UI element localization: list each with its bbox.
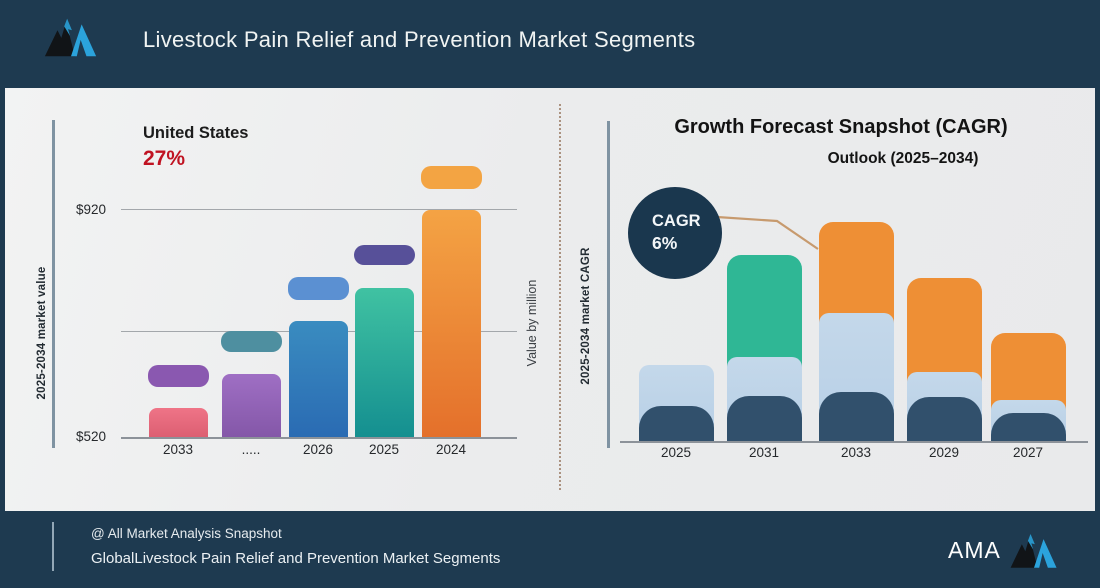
right-xtick-2027: 2027 bbox=[1012, 445, 1044, 460]
left-bar-2024 bbox=[421, 210, 481, 437]
left-bar-cap-2025 bbox=[353, 245, 415, 266]
right-bar-base-2031 bbox=[726, 396, 802, 441]
left-x-axis-line bbox=[121, 437, 517, 439]
footer-brand-text: AMA bbox=[948, 537, 1001, 563]
left-xtick-2033: 2033 bbox=[162, 442, 194, 457]
footer-caption: GlobalLivestock Pain Relief and Preventi… bbox=[91, 550, 501, 567]
ama-logo-icon bbox=[44, 18, 97, 57]
left-ytick-920: $920 bbox=[75, 202, 106, 217]
charts-panel: $920 $520 2025-2034 market value United … bbox=[5, 88, 1095, 511]
right-chart-title: Growth Forecast Snapshot (CAGR) bbox=[674, 116, 1008, 138]
left-chart-title: United States bbox=[143, 124, 249, 142]
cagr-callout-bubble: CAGR 6% bbox=[628, 187, 722, 279]
ama-footer-logo-icon bbox=[1010, 533, 1057, 568]
right-xtick-2025: 2025 bbox=[660, 445, 692, 460]
left-chart-highlight: 27% bbox=[143, 147, 186, 170]
page-title: Livestock Pain Relief and Prevention Mar… bbox=[143, 27, 696, 52]
right-bar-top-2033 bbox=[818, 222, 894, 323]
left-xtick-2024: 2024 bbox=[435, 442, 467, 457]
left-bar-2033 bbox=[148, 408, 208, 437]
left-chart-plot-area: 2033..... 2026 2025 2024 bbox=[5, 88, 565, 511]
left-xtick-2025: 2025 bbox=[368, 442, 400, 457]
right-xtick-2031: 2031 bbox=[748, 445, 780, 460]
right-bar-base-2027 bbox=[990, 412, 1066, 441]
footer-divider-line bbox=[52, 522, 54, 571]
header-bar: Livestock Pain Relief and Prevention Mar… bbox=[0, 0, 1100, 88]
left-bar-2026 bbox=[288, 321, 348, 437]
cagr-callout-value: 6% bbox=[652, 233, 678, 254]
right-xtick-2029: 2029 bbox=[928, 445, 960, 460]
callout-connector-line bbox=[716, 215, 819, 250]
left-gridline-920 bbox=[121, 209, 517, 210]
right-bar-top-2029 bbox=[906, 277, 982, 382]
left-y-axis-line bbox=[52, 120, 55, 448]
right-chart-plot-area: 2025 2031 2033 2029 2027 bbox=[5, 88, 1095, 511]
left-bar-cap-2033 bbox=[147, 364, 209, 388]
left-bar-2025 bbox=[354, 287, 414, 437]
right-bar-base-2033 bbox=[818, 391, 894, 441]
left-ytick-520: $520 bbox=[75, 429, 106, 444]
right-bar-base-2025 bbox=[638, 406, 714, 441]
right-bar-top-2027 bbox=[990, 332, 1066, 410]
left-xtick-.....: ..... bbox=[241, 442, 261, 457]
left-bar-cap-..... bbox=[220, 330, 282, 352]
right-bar-top-2031 bbox=[726, 255, 802, 367]
left-bar-..... bbox=[221, 374, 281, 437]
left-bar-cap-2024 bbox=[420, 166, 482, 189]
right-y-axis-line bbox=[607, 121, 610, 448]
right-chart-subtitle: Outlook (2025–2034) bbox=[827, 150, 979, 167]
right-bar-base-2029 bbox=[906, 396, 982, 441]
cagr-callout-label: CAGR bbox=[652, 211, 701, 230]
right-x-axis-line bbox=[620, 441, 1088, 443]
panel-divider bbox=[559, 104, 561, 490]
left-xtick-2026: 2026 bbox=[302, 442, 334, 457]
left-bar-cap-2026 bbox=[287, 276, 349, 301]
footer-note: @ All Market Analysis Snapshot bbox=[91, 526, 282, 541]
footer-bar: @ All Market Analysis Snapshot GlobalLiv… bbox=[0, 511, 1100, 588]
right-xtick-2033: 2033 bbox=[840, 445, 872, 460]
